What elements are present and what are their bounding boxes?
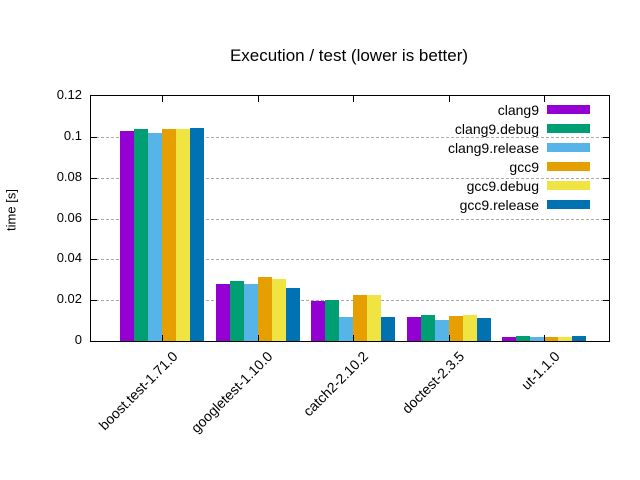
y-axis-tick [91,259,97,261]
x-axis-tick [257,96,259,102]
bar-gcc9.release [572,336,586,341]
bar-gcc9.release [285,287,300,341]
bar-clang9 [502,336,516,341]
bar-clang9.debug [134,129,148,341]
y-axis-tick [603,259,609,261]
legend-row: clang9.debug [386,119,590,138]
gridline [91,177,609,179]
y-axis-tick [91,177,97,179]
x-tick-label: doctest-2.3.5 [398,348,467,417]
x-axis-tick [448,96,450,102]
legend-row: clang9.release [386,138,590,157]
x-axis-tick [353,335,354,341]
gridline [91,218,609,220]
bar-gcc9.debug [271,278,286,341]
y-tick-label: 0.02 [56,291,82,307]
bar-gcc9.release [476,317,491,341]
bar-gcc9.debug [367,295,381,341]
x-axis-tick [544,96,545,102]
legend-row: gcc9.debug [386,176,590,195]
legend-swatch [547,162,590,171]
bar-gcc9 [544,336,558,341]
y-axis-tick [603,136,609,138]
bar-clang9 [406,316,421,341]
bar-clang9.release [148,133,162,341]
legend-swatch [547,181,590,190]
legend-label: gcc9.debug [466,177,539,194]
x-axis-tick [353,96,354,102]
bar-clang9.debug [420,315,435,341]
y-tick-label: 0.1 [63,127,82,143]
x-axis-tick [162,96,163,102]
legend-label: clang9 [497,101,539,118]
bar-clang9.release [434,319,449,341]
gridline [91,300,609,302]
bar-clang9.release [243,284,258,341]
bar-gcc9 [162,129,176,341]
bar-clang9 [311,300,325,341]
gridline [91,259,609,261]
x-tick-label: ut-1.1.0 [517,348,563,393]
legend-label: gcc9.release [459,196,539,213]
gridline [91,136,609,138]
y-tick-label: 0.08 [56,168,82,184]
y-axis-tick [603,300,609,302]
legend-row: gcc9 [386,157,590,176]
bar-clang9 [120,131,134,341]
x-axis-tick [544,335,545,341]
legend-row: clang9 [386,100,590,119]
x-tick-label: catch2-2.10.2 [300,348,372,420]
y-axis-tick [91,218,97,220]
legend-label: clang9.release [447,139,539,156]
bar-gcc9 [448,315,463,341]
bar-clang9.release [530,336,544,341]
plot-area: clang9 clang9.debug clang9.release gcc9 gcc9… [90,95,610,342]
bar-clang9.release [339,317,353,341]
y-axis-tick [91,136,97,138]
legend-swatch [547,143,590,152]
y-axis-tick [91,300,97,302]
y-tick-label: 0.04 [56,250,82,266]
bar-gcc9.debug [462,315,477,341]
x-axis-tick [257,335,259,341]
x-axis-tick [162,335,163,341]
legend-label: clang9.debug [454,120,539,137]
bar-gcc9.release [190,128,204,341]
chart-title: Execution / test (lower is better) [229,46,469,65]
legend: clang9 clang9.debug clang9.release gcc9 gcc9… [386,100,601,216]
y-axis-tick [603,177,609,179]
x-tick-label: boost.test-1.71.0 [95,348,181,434]
legend-swatch [547,200,590,209]
legend-swatch [547,124,590,133]
bar-gcc9.debug [558,336,572,341]
y-tick-label: 0 [74,332,82,347]
legend-label: gcc9 [509,158,539,175]
bar-clang9.debug [229,280,244,341]
y-axis-label: time [s] [3,189,19,231]
x-tick-label: googletest-1.10.0 [187,348,276,436]
bar-gcc9 [353,295,367,341]
bar-gcc9.debug [176,129,190,341]
bar-clang9.debug [325,300,339,341]
legend-row: gcc9.release [386,195,590,214]
bar-clang9.debug [516,336,530,341]
x-axis-tick [448,335,450,341]
y-tick-label: 0.06 [56,209,82,225]
y-axis-tick [603,218,609,220]
bar-gcc9 [257,276,272,341]
legend-swatch [547,105,590,114]
bar-clang9 [215,284,230,341]
y-tick-label: 0.12 [56,87,82,102]
bar-gcc9.release [381,317,395,341]
